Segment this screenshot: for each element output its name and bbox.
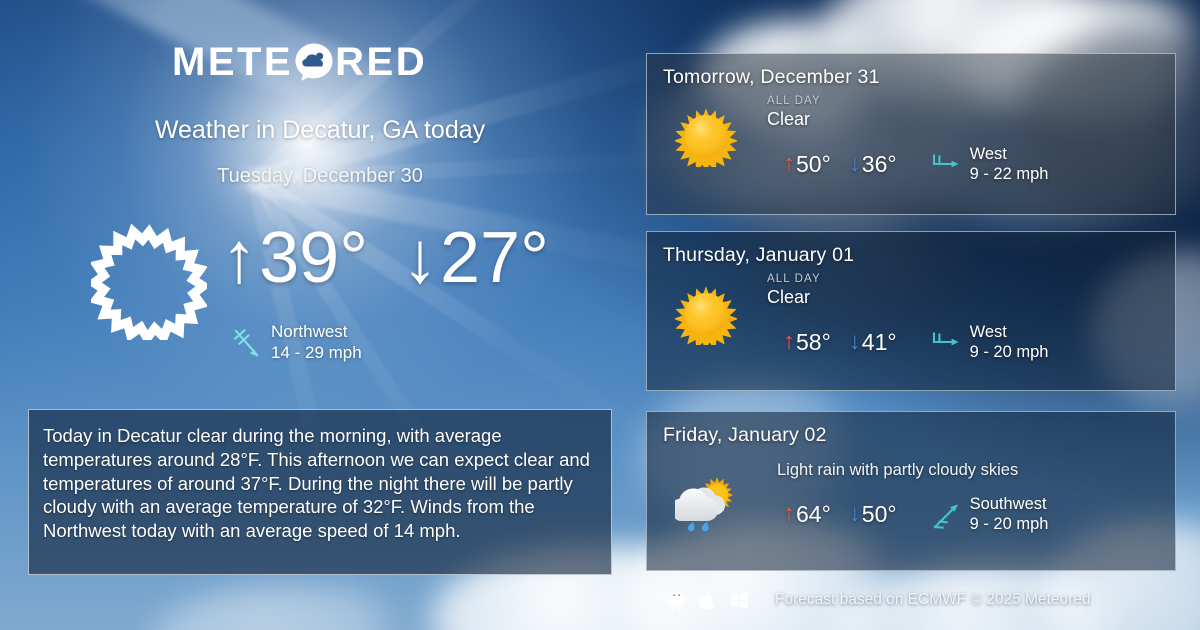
sun-icon — [673, 283, 739, 352]
forecast-low: ↓ 41° — [849, 328, 897, 356]
today-temperatures: ↑ 39° ↓ 27° — [221, 222, 549, 294]
forecast-period-label: ALL DAY — [767, 273, 821, 285]
arrow-down-icon: ↓ — [402, 218, 438, 298]
forecast-stats: ↑ 58° ↓ 41° — [783, 322, 1175, 362]
forecast-info: Light rain with partly cloudy skies ↑ 64°… — [767, 461, 1175, 534]
forecast-wind-direction: West — [969, 323, 1007, 341]
today-date: Tuesday, December 30 — [217, 165, 423, 187]
arrow-up-icon: ↑ — [783, 150, 795, 178]
arrow-up-icon: ↑ — [783, 500, 795, 528]
wind-barb-southwest-icon — [931, 501, 961, 529]
forecast-wind-text: West 9 - 22 mph — [970, 144, 1049, 184]
meteored-logo[interactable]: METE RED — [172, 42, 427, 82]
today-summary: ↑ 39° ↓ 27° — [0, 222, 640, 347]
forecast-stats: ↑ 50° ↓ 36° — [783, 144, 1175, 184]
logo-text-part1: METE — [172, 40, 294, 84]
forecast-high-value: 58° — [796, 328, 831, 355]
today-description-box: Today in Decatur clear during the mornin… — [28, 409, 612, 575]
arrow-down-icon: ↓ — [848, 328, 861, 356]
today-high: ↑ 39° — [221, 222, 368, 294]
forecast-wind-text: Southwest 9 - 20 mph — [970, 494, 1049, 534]
forecast-low-value: 41° — [861, 328, 897, 355]
apple-icon[interactable] — [698, 589, 718, 611]
page-title: Weather in Decatur, GA today — [154, 116, 486, 144]
forecast-high: ↑ 64° — [783, 500, 831, 528]
forecast-body: ALL DAY Clear ↑ 50° ↓ 36° — [663, 95, 1175, 184]
forecast-condition: Light rain with partly cloudy skies — [777, 461, 1019, 479]
today-wind-speed: 14 - 29 mph — [271, 342, 362, 362]
today-description-text: Today in Decatur clear during the mornin… — [43, 425, 590, 542]
forecast-wind: Southwest 9 - 20 mph — [931, 494, 1049, 534]
forecast-condition: Clear — [767, 287, 811, 307]
today-low-value: 27° — [440, 218, 549, 298]
cloud-sun-bubble-icon — [294, 42, 334, 82]
forecast-low: ↓ 50° — [849, 500, 897, 528]
wind-barb-northwest-icon — [232, 326, 262, 360]
forecast-condition: Clear — [767, 109, 811, 129]
wind-barb-west-icon — [931, 329, 961, 355]
today-wind-direction: Northwest — [271, 322, 348, 341]
forecast-info: ALL DAY Clear ↑ 50° ↓ 36° — [767, 95, 1175, 184]
forecast-wind-direction: Southwest — [969, 495, 1047, 513]
forecast-card[interactable]: Tomorrow, December 31 — [646, 53, 1176, 215]
forecast-wind-direction: West — [969, 145, 1007, 163]
arrow-up-icon: ↑ — [783, 328, 795, 356]
forecast-wind-speed: 9 - 20 mph — [969, 343, 1049, 362]
forecast-wind-text: West 9 - 20 mph — [970, 322, 1049, 362]
today-wind-text: Northwest 14 - 29 mph — [271, 322, 362, 363]
forecast-high-value: 50° — [796, 150, 831, 177]
forecast-wind: West 9 - 22 mph — [931, 144, 1049, 184]
forecast-card[interactable]: Friday, January 02 — [646, 411, 1176, 571]
sun-icon — [673, 105, 739, 174]
forecast-body: ALL DAY Clear ↑ 58° ↓ 41° — [663, 273, 1175, 362]
forecast-card[interactable]: Thursday, January 01 — [646, 231, 1176, 391]
forecast-stats: ↑ 64° ↓ 50° — [783, 494, 1175, 534]
forecast-high: ↑ 50° — [783, 150, 831, 178]
forecast-date: Thursday, January 01 — [663, 244, 855, 266]
today-high-value: 39° — [259, 218, 368, 298]
forecast-date: Friday, January 02 — [663, 424, 827, 446]
forecast-high-value: 64° — [796, 500, 831, 527]
today-wind: Northwest 14 - 29 mph — [232, 322, 362, 363]
footer: Forecast based on ECMWF © 2025 Meteored — [668, 589, 1091, 611]
arrow-up-icon: ↑ — [221, 218, 258, 298]
forecast-wind-speed: 9 - 20 mph — [969, 515, 1049, 534]
forecast-wind: West 9 - 20 mph — [931, 322, 1049, 362]
arrow-down-icon: ↓ — [848, 500, 861, 528]
logo-text-part2: RED — [335, 40, 428, 84]
today-low: ↓ 27° — [402, 222, 549, 294]
forecast-low-value: 50° — [861, 500, 897, 527]
sun-cloud-rain-icon — [670, 471, 737, 533]
forecast-info: ALL DAY Clear ↑ 58° ↓ 41° — [767, 273, 1175, 362]
forecast-date: Tomorrow, December 31 — [663, 66, 880, 88]
forecast-low-value: 36° — [861, 150, 897, 177]
arrow-down-icon: ↓ — [848, 150, 861, 178]
cloud-blob — [1010, 30, 1200, 230]
forecast-body: Light rain with partly cloudy skies ↑ 64°… — [663, 461, 1175, 534]
forecast-period-label: ALL DAY — [767, 95, 821, 107]
windows-icon[interactable] — [730, 589, 749, 611]
android-icon[interactable] — [668, 589, 687, 611]
forecast-low: ↓ 36° — [849, 150, 897, 178]
forecast-credit: Forecast based on ECMWF © 2025 Meteored — [775, 591, 1091, 608]
sun-outline-icon — [86, 223, 212, 347]
forecast-wind-speed: 9 - 22 mph — [969, 165, 1049, 184]
forecast-high: ↑ 58° — [783, 328, 831, 356]
wind-barb-west-icon — [931, 151, 961, 177]
